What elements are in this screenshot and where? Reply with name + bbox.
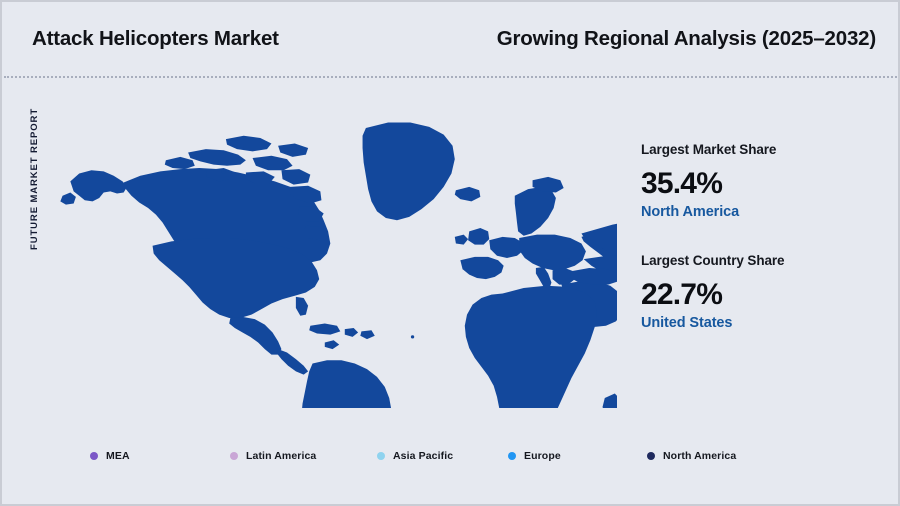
legend-item-europe[interactable]: Europe: [508, 450, 561, 462]
header-subtitle: Growing Regional Analysis (2025–2032): [496, 27, 876, 50]
map-legend: MEA Latin America Asia Pacific Europe No…: [90, 450, 820, 468]
legend-item-asia-pacific[interactable]: Asia Pacific: [377, 450, 453, 462]
legend-dot-icon: [230, 452, 238, 460]
legend-label: Asia Pacific: [393, 450, 454, 462]
stat-value: 35.4%: [641, 167, 723, 201]
header-bar: Attack Helicopters Market Growing Region…: [2, 2, 898, 76]
stat-label: Largest Market Share: [641, 142, 777, 157]
world-map: [57, 98, 617, 408]
stats-panel: Largest Market Share 35.4% North America…: [641, 142, 891, 332]
stat-largest-market-share: Largest Market Share 35.4% North America: [641, 142, 891, 221]
brand-vertical-label: FUTURE MARKET REPORT: [29, 107, 40, 250]
header-divider: [4, 76, 898, 78]
legend-label: Europe: [524, 450, 561, 462]
stat-value: 22.7%: [641, 278, 723, 312]
page-title: Attack Helicopters Market: [32, 27, 279, 50]
stat-label: Largest Country Share: [641, 253, 785, 269]
legend-item-latin-america[interactable]: Latin America: [230, 450, 316, 462]
legend-dot-icon: [377, 452, 385, 460]
stat-region: North America: [641, 203, 740, 220]
stat-region: United States: [641, 314, 733, 331]
legend-label: North America: [663, 450, 737, 462]
legend-dot-icon: [508, 452, 516, 460]
world-map-svg: [60, 122, 617, 408]
legend-item-north-america[interactable]: North America: [647, 450, 736, 462]
world-map-landmasses: [60, 122, 617, 408]
stat-largest-country-share: Largest Country Share 22.7% United State…: [641, 253, 891, 332]
legend-item-mea[interactable]: MEA: [90, 450, 130, 462]
legend-dot-icon: [647, 452, 655, 460]
legend-label: Latin America: [246, 450, 317, 462]
legend-label: MEA: [106, 450, 130, 462]
legend-dot-icon: [90, 452, 98, 460]
